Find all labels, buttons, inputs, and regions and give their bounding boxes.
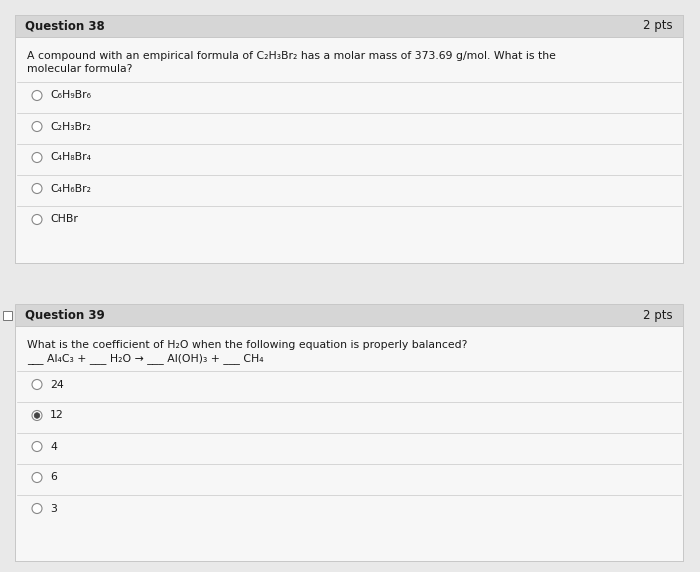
Circle shape xyxy=(32,379,42,390)
Circle shape xyxy=(32,184,42,193)
Text: Question 39: Question 39 xyxy=(25,308,105,321)
Circle shape xyxy=(32,153,42,162)
Circle shape xyxy=(32,90,42,101)
Text: C₂H₃Br₂: C₂H₃Br₂ xyxy=(50,121,91,132)
Circle shape xyxy=(32,214,42,224)
Text: 3: 3 xyxy=(50,503,57,514)
Bar xyxy=(3,311,12,320)
Text: 4: 4 xyxy=(50,442,57,451)
Circle shape xyxy=(32,442,42,451)
Text: ___ Al₄C₃ + ___ H₂O → ___ Al(OH)₃ + ___ CH₄: ___ Al₄C₃ + ___ H₂O → ___ Al(OH)₃ + ___ … xyxy=(27,353,264,364)
Text: 12: 12 xyxy=(50,411,64,420)
Circle shape xyxy=(34,413,40,418)
Text: What is the coefficient of H₂O when the following equation is properly balanced?: What is the coefficient of H₂O when the … xyxy=(27,340,468,350)
Text: Question 38: Question 38 xyxy=(25,19,105,33)
Text: C₄H₈Br₄: C₄H₈Br₄ xyxy=(50,153,91,162)
Bar xyxy=(15,37,683,263)
Bar xyxy=(15,326,683,561)
Text: A compound with an empirical formula of C₂H₃Br₂ has a molar mass of 373.69 g/mol: A compound with an empirical formula of … xyxy=(27,51,556,61)
Circle shape xyxy=(32,121,42,132)
Circle shape xyxy=(32,472,42,483)
Text: 6: 6 xyxy=(50,472,57,483)
Bar xyxy=(15,326,683,561)
Text: 24: 24 xyxy=(50,379,64,390)
Bar xyxy=(15,304,683,326)
Text: C₆H₉Br₆: C₆H₉Br₆ xyxy=(50,90,91,101)
Bar xyxy=(15,15,683,37)
Text: molecular formula?: molecular formula? xyxy=(27,64,132,74)
Text: 2 pts: 2 pts xyxy=(643,19,673,33)
Text: 2 pts: 2 pts xyxy=(643,308,673,321)
Text: C₄H₆Br₂: C₄H₆Br₂ xyxy=(50,184,91,193)
Bar xyxy=(15,15,683,263)
Circle shape xyxy=(32,411,42,420)
Circle shape xyxy=(32,503,42,514)
Text: CHBr: CHBr xyxy=(50,214,78,224)
